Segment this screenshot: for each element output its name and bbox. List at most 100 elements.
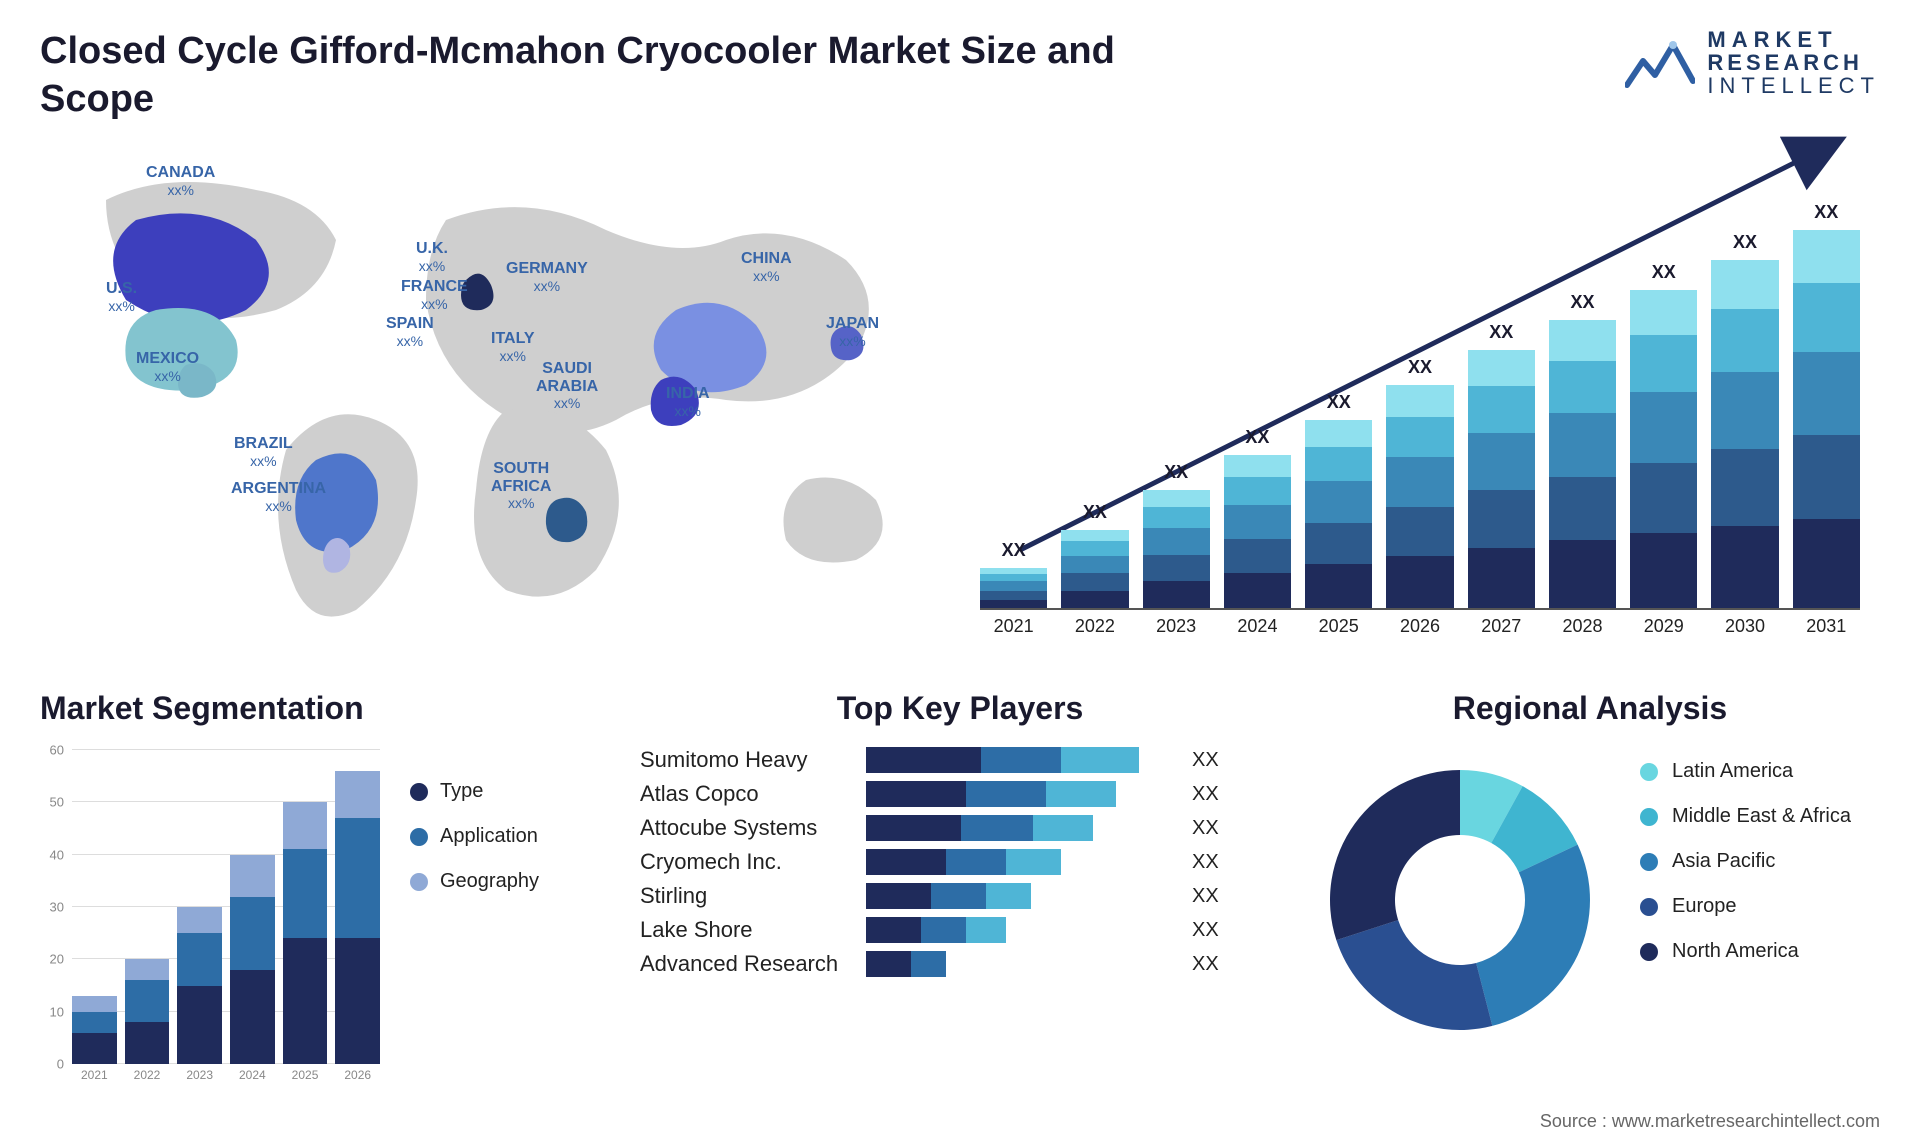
- regional-analysis-panel: Regional Analysis Latin America Middle Ea…: [1310, 690, 1870, 1110]
- seg-year-label: 2026: [335, 1064, 380, 1090]
- region-legend-item: North America: [1640, 940, 1851, 963]
- growth-year-label: 2021: [980, 610, 1047, 650]
- growth-bar-value: XX: [1143, 462, 1210, 483]
- player-bar: [866, 917, 1176, 943]
- seg-year-label: 2024: [230, 1064, 275, 1090]
- region-legend-item: Latin America: [1640, 760, 1851, 783]
- player-bar: [866, 781, 1176, 807]
- map-label: ITALYxx%: [491, 330, 535, 365]
- map-label: U.S.xx%: [106, 280, 137, 315]
- map-label: INDIAxx%: [666, 385, 710, 420]
- map-label: U.K.xx%: [416, 240, 448, 275]
- growth-bar: XX: [1305, 420, 1372, 610]
- player-bar: [866, 815, 1176, 841]
- growth-bar: XX: [1143, 490, 1210, 610]
- player-bar: [866, 951, 1176, 977]
- world-map: CANADAxx% U.S.xx% MEXICOxx% BRAZILxx% ARGENT…: [36, 160, 936, 640]
- player-row: Cryomech Inc.XX: [640, 849, 1280, 875]
- growth-bar-value: XX: [1224, 427, 1291, 448]
- logo-text-1: MARKET: [1707, 28, 1880, 51]
- seg-y-tick: 30: [50, 900, 64, 915]
- seg-y-tick: 50: [50, 795, 64, 810]
- logo-text-2: RESEARCH: [1707, 51, 1880, 74]
- region-legend-item: Europe: [1640, 895, 1851, 918]
- player-row: Stirling XX: [640, 883, 1280, 909]
- growth-year-label: 2028: [1549, 610, 1616, 650]
- player-bar: [866, 747, 1176, 773]
- page-title: Closed Cycle Gifford-Mcmahon Cryocooler …: [40, 28, 1140, 123]
- growth-year-label: 2030: [1711, 610, 1778, 650]
- donut-slice: [1476, 845, 1590, 1026]
- player-name: Stirling: [640, 883, 850, 909]
- map-label: GERMANYxx%: [506, 260, 588, 295]
- seg-legend-item: Geography: [410, 870, 539, 893]
- regional-donut-chart: [1310, 750, 1610, 1050]
- growth-year-label: 2031: [1793, 610, 1860, 650]
- segmentation-title: Market Segmentation: [40, 690, 600, 727]
- growth-bar-value: XX: [1468, 322, 1535, 343]
- player-value: XX: [1192, 851, 1219, 874]
- growth-bar: XX: [1468, 350, 1535, 610]
- growth-bar: XX: [1630, 290, 1697, 610]
- growth-bar: XX: [980, 568, 1047, 610]
- seg-y-tick: 60: [50, 743, 64, 758]
- player-row: Lake ShoreXX: [640, 917, 1280, 943]
- growth-bar-value: XX: [1711, 232, 1778, 253]
- seg-bar: [335, 771, 380, 1064]
- player-row: Atlas Copco XX: [640, 781, 1280, 807]
- map-label: JAPANxx%: [826, 315, 879, 350]
- player-value: XX: [1192, 749, 1219, 772]
- player-value: XX: [1192, 783, 1219, 806]
- seg-y-tick: 0: [57, 1057, 64, 1072]
- growth-bar: XX: [1061, 530, 1128, 610]
- growth-bar-value: XX: [1386, 357, 1453, 378]
- map-label: MEXICOxx%: [136, 350, 199, 385]
- seg-bar: [72, 996, 117, 1064]
- player-bar: [866, 849, 1176, 875]
- growth-year-label: 2029: [1630, 610, 1697, 650]
- seg-bar: [283, 802, 328, 1064]
- seg-year-label: 2022: [125, 1064, 170, 1090]
- seg-bar: [125, 959, 170, 1064]
- players-title: Top Key Players: [640, 690, 1280, 727]
- region-legend-item: Middle East & Africa: [1640, 805, 1851, 828]
- seg-legend-item: Type: [410, 780, 539, 803]
- map-label: BRAZILxx%: [234, 435, 293, 470]
- growth-bar: XX: [1711, 260, 1778, 610]
- growth-year-label: 2026: [1386, 610, 1453, 650]
- donut-slice: [1336, 920, 1492, 1030]
- growth-bar: XX: [1386, 385, 1453, 610]
- top-key-players-panel: Top Key Players Sumitomo HeavyXXAtlas Co…: [640, 690, 1280, 1110]
- player-value: XX: [1192, 885, 1219, 908]
- regional-title: Regional Analysis: [1310, 690, 1870, 727]
- growth-chart: XXXXXXXXXXXXXXXXXXXXXX 20212022202320242…: [980, 160, 1860, 650]
- player-name: Atlas Copco: [640, 781, 850, 807]
- segmentation-chart: 0102030405060 202120222023202420252026: [40, 750, 380, 1090]
- player-row: Attocube SystemsXX: [640, 815, 1280, 841]
- seg-bar: [230, 855, 275, 1064]
- logo-mark-icon: [1625, 35, 1695, 91]
- seg-bar: [177, 907, 222, 1064]
- growth-bar: XX: [1224, 455, 1291, 610]
- map-label: SOUTHAFRICAxx%: [491, 460, 551, 513]
- map-label: ARGENTINAxx%: [231, 480, 326, 515]
- seg-year-label: 2025: [283, 1064, 328, 1090]
- map-label: CANADAxx%: [146, 164, 215, 199]
- player-row: Advanced ResearchXX: [640, 951, 1280, 977]
- player-value: XX: [1192, 919, 1219, 942]
- map-label: SAUDIARABIAxx%: [536, 360, 598, 413]
- region-legend-item: Asia Pacific: [1640, 850, 1851, 873]
- logo-text-3: INTELLECT: [1707, 74, 1880, 97]
- seg-legend-item: Application: [410, 825, 539, 848]
- growth-bar: XX: [1793, 230, 1860, 610]
- player-value: XX: [1192, 953, 1219, 976]
- player-name: Sumitomo Heavy: [640, 747, 850, 773]
- growth-year-label: 2023: [1143, 610, 1210, 650]
- growth-bar-value: XX: [1305, 392, 1372, 413]
- seg-year-label: 2021: [72, 1064, 117, 1090]
- growth-bar-value: XX: [1630, 262, 1697, 283]
- map-label: FRANCExx%: [401, 278, 468, 313]
- map-label: CHINAxx%: [741, 250, 792, 285]
- donut-slice: [1330, 770, 1460, 940]
- source-label: Source : www.marketresearchintellect.com: [1540, 1111, 1880, 1132]
